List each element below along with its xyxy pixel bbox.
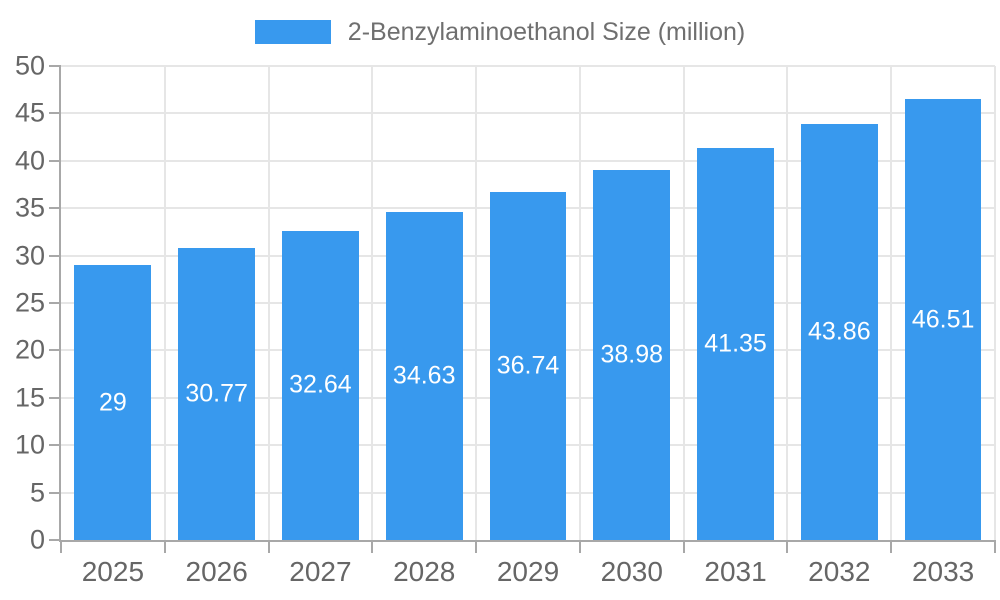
x-tick-label: 2026 [185, 556, 248, 587]
bar-value-label: 43.86 [808, 317, 871, 346]
bar-value-label: 38.98 [600, 340, 664, 369]
x-grid-line [994, 66, 996, 540]
y-tick-mark [49, 539, 61, 541]
y-tick-label: 40 [14, 145, 45, 176]
x-tick-mark [890, 540, 893, 553]
bar-value-label: 41.35 [704, 329, 767, 358]
y-tick-label: 20 [14, 334, 45, 365]
x-tick-mark [60, 540, 62, 553]
bar-value-label: 30.77 [185, 379, 248, 408]
y-tick-label: 30 [14, 240, 45, 271]
x-grid-line [163, 66, 166, 540]
bar-value-label: 32.64 [289, 370, 352, 399]
y-grid-line [61, 112, 995, 115]
x-tick-mark [786, 540, 789, 553]
bar-value-label: 36.74 [496, 351, 560, 380]
y-tick-label: 0 [29, 524, 45, 555]
y-tick-mark [49, 444, 61, 447]
y-tick-mark [49, 302, 61, 304]
x-tick-label: 2029 [496, 556, 560, 587]
y-tick-mark [49, 159, 61, 162]
bar[interactable]: 43.86 [800, 124, 878, 540]
x-tick-label: 2027 [289, 556, 352, 587]
x-grid-line [682, 66, 685, 540]
y-tick-label: 45 [14, 97, 45, 128]
bar-value-label: 29 [98, 388, 127, 417]
y-tick-mark [49, 254, 61, 257]
y-tick-mark [49, 207, 61, 210]
bar[interactable]: 41.35 [697, 148, 774, 540]
y-tick-label: 10 [14, 429, 45, 460]
x-tick-label: 2025 [81, 556, 145, 587]
x-grid-line [786, 66, 789, 540]
bar[interactable]: 46.51 [904, 99, 982, 540]
x-grid-line [371, 66, 374, 540]
x-tick-label: 2031 [704, 556, 767, 587]
bar[interactable]: 29 [74, 265, 152, 540]
y-tick-mark [49, 112, 61, 115]
bar[interactable]: 38.98 [593, 170, 671, 540]
legend[interactable]: 2-Benzylaminoethanol Size (million) [0, 16, 1000, 48]
x-tick-mark [994, 540, 996, 553]
x-tick-mark [267, 540, 270, 553]
bar[interactable]: 32.64 [282, 230, 359, 540]
x-grid-line [578, 66, 581, 540]
x-tick-mark [163, 540, 166, 553]
x-tick-label: 2028 [393, 556, 456, 587]
x-tick-label: 2033 [911, 556, 975, 587]
legend-label: 2-Benzylaminoethanol Size (million) [347, 17, 746, 46]
y-tick-label: 25 [14, 287, 45, 318]
y-tick-label: 35 [14, 192, 45, 223]
y-tick-mark [49, 349, 61, 352]
x-grid-line [267, 66, 270, 540]
plot-area: 0 5 10 15 20 25 30 35 40 45 50 2025 29 2026 30.77 2027 3… [15, 52, 996, 586]
y-tick-label: 5 [29, 477, 45, 508]
x-grid-line [890, 66, 893, 540]
x-grid-line [475, 66, 478, 540]
x-tick-label: 2032 [808, 556, 871, 587]
y-tick-mark [49, 396, 61, 399]
y-tick-mark [49, 65, 61, 67]
x-tick-mark [475, 540, 478, 553]
legend-swatch [254, 20, 331, 44]
y-grid-line [61, 159, 995, 162]
y-grid-line [61, 65, 995, 67]
x-tick-label: 2030 [600, 556, 663, 587]
y-tick-label: 15 [14, 382, 45, 413]
bar[interactable]: 34.63 [385, 211, 463, 540]
bar[interactable]: 36.74 [489, 191, 567, 540]
x-tick-mark [371, 540, 374, 553]
x-tick-mark [682, 540, 685, 553]
x-tick-mark [578, 540, 581, 553]
bar-value-label: 34.63 [392, 361, 456, 390]
y-tick-mark [49, 491, 61, 494]
bar[interactable]: 30.77 [178, 248, 256, 540]
y-tick-label: 50 [14, 50, 45, 81]
bar-value-label: 46.51 [911, 305, 975, 334]
